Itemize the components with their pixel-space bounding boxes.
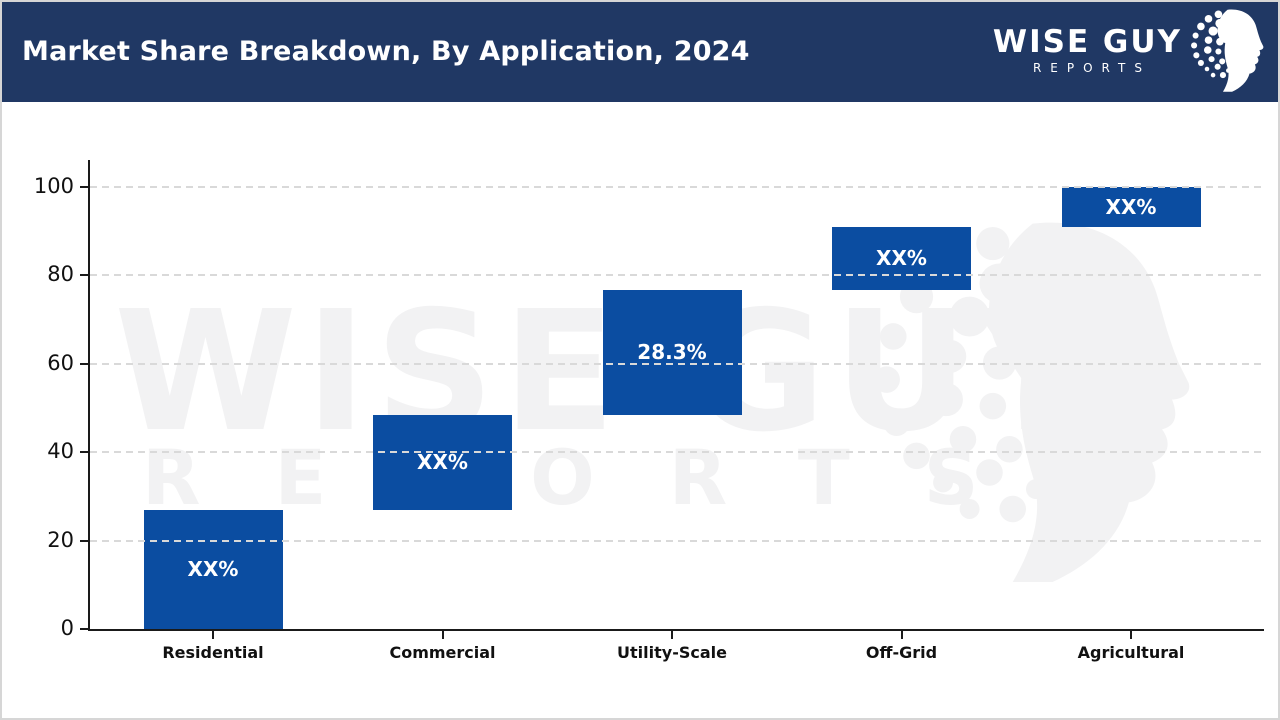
page-title: Market Share Breakdown, By Application, …: [22, 36, 750, 67]
logo-reports-label: REPORTS: [1032, 61, 1151, 76]
x-tick-agricultural: [1130, 631, 1132, 639]
y-tick-0: [80, 628, 88, 630]
gridline-100: [90, 186, 1264, 188]
bar-commercial: [373, 414, 512, 510]
x-axis-line: [90, 629, 1264, 631]
x-tick-label-utility-scale: Utility-Scale: [617, 643, 727, 662]
logo-text: WISE GUY REPORTS: [993, 25, 1182, 75]
bar-agricultural: [1061, 187, 1201, 227]
logo-wiseguy-label: WISE GUY: [992, 23, 1182, 60]
bar-label-utility-scale: 28.3%: [637, 340, 707, 365]
gridline-60: [90, 362, 1264, 365]
wise-guy-reports-logo: WISE GUY REPORTS: [993, 8, 1264, 92]
x-tick-label-agricultural: Agricultural: [1077, 643, 1185, 662]
x-tick-label-off-grid: Off-Grid: [865, 643, 938, 662]
y-axis-line: [88, 160, 90, 631]
y-tick-label-0: 0: [60, 616, 74, 640]
x-tick-label-residential: Residential: [162, 643, 264, 662]
bar-utility-scale: [602, 289, 742, 415]
y-tick-label-80: 80: [47, 262, 74, 287]
y-tick-80: [80, 274, 88, 277]
gridline-40: [90, 451, 1264, 454]
y-tick-40: [80, 451, 88, 454]
y-tick-label-40: 40: [47, 439, 74, 464]
y-tick-label-100: 100: [33, 174, 74, 198]
y-tick-20: [80, 539, 88, 542]
logo-head-icon: [1188, 8, 1264, 92]
bar-label-off-grid: XX%: [876, 246, 927, 271]
x-tick-residential: [212, 631, 214, 639]
gridline-20: [90, 539, 1264, 542]
header-bar: Market Share Breakdown, By Application, …: [2, 2, 1278, 102]
x-tick-utility-scale: [671, 631, 673, 639]
x-tick-commercial: [441, 631, 444, 639]
bar-label-agricultural: XX%: [1105, 194, 1157, 219]
y-tick-100: [80, 186, 88, 188]
y-tick-label-60: 60: [47, 350, 74, 375]
bar-label-commercial: XX%: [417, 450, 468, 475]
x-tick-off-grid: [900, 631, 903, 639]
x-tick-label-commercial: Commercial: [389, 643, 496, 662]
y-tick-label-20: 20: [47, 527, 74, 552]
bar-residential: [143, 509, 283, 629]
bar-label-residential: XX%: [187, 557, 239, 582]
y-tick-60: [80, 362, 88, 365]
gridline-80: [90, 274, 1264, 277]
